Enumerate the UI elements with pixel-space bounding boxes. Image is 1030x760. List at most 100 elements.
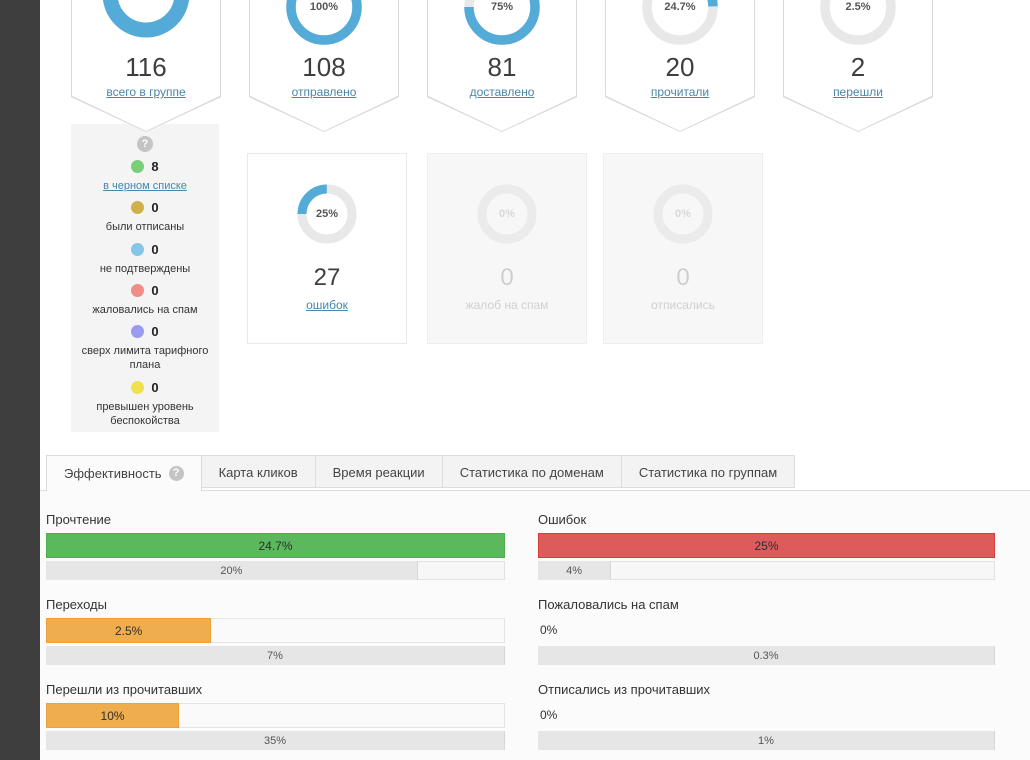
delivered-percent: 75%: [490, 1, 514, 13]
bar-group-spam: Пожаловались на спам 0% 0.3%: [538, 597, 995, 665]
effectiveness-right-column: Ошибок 25% 4% Пожаловались на спам 0% 0.…: [538, 491, 995, 750]
errors-count: 27: [313, 264, 341, 291]
over-limit-dot-icon: [131, 325, 145, 339]
blacklist-count: 8: [151, 159, 159, 174]
unsubscribed-percent: 0%: [675, 208, 691, 220]
spam-complaints-donut-chart: 0%: [476, 183, 538, 245]
spam-label: жаловались на спам: [92, 303, 198, 316]
stat-card-sent: 100% 108 отправлено: [249, 0, 399, 132]
unsub-of-read-bar-label: Отписались из прочитавших: [538, 682, 711, 697]
unsubscribed-label: были отписаны: [105, 221, 185, 234]
stat-card-delivered: 75% 81 доставлено: [427, 0, 577, 132]
total-link[interactable]: всего в группе: [106, 85, 186, 99]
tab-domain-stats[interactable]: Статистика по доменам: [442, 455, 622, 488]
legend-item-spam-complaints: 0 жаловались на спам: [71, 283, 219, 317]
bar-group-clicks: Переходы 2.5% 7%: [46, 597, 505, 665]
clicked-link[interactable]: перешли: [833, 85, 883, 99]
total-donut-chart: [102, 0, 190, 38]
spam-complaints-card: 0% 0 жалоб на спам: [427, 153, 587, 344]
clicked-count: 2: [850, 52, 866, 82]
tab-help-icon[interactable]: ?: [168, 466, 184, 481]
tab-effectiveness[interactable]: Эффективность ?: [46, 455, 202, 491]
donut-ring: [297, 184, 357, 244]
errors-bar-label: Ошибок: [538, 512, 587, 527]
unsubscribed-dot-icon: [131, 201, 145, 215]
tab-click-map[interactable]: Карта кликов: [201, 455, 316, 488]
clicked-percent: 2.5%: [845, 1, 871, 13]
read-percent: 24.7%: [664, 1, 696, 13]
total-count: 116: [125, 52, 167, 82]
legend-item-over-limit: 0 сверх лимита тарифного плана: [71, 324, 219, 373]
unconfirmed-label: не подтверждены: [99, 262, 191, 275]
over-limit-label: сверх лимита тарифного плана: [81, 345, 209, 372]
spam-complaints-percent: 0%: [499, 208, 515, 220]
errors-avg-fill: 4%: [538, 561, 612, 580]
read-count: 20: [665, 52, 695, 82]
sent-link[interactable]: отправлено: [291, 85, 357, 99]
donut-ring: [477, 184, 537, 244]
clicked-of-read-bar-label: Перешли из прочитавших: [46, 682, 203, 697]
tab-effectiveness-label: Эффективность: [64, 466, 162, 481]
unsubscribed-count: 0: [676, 264, 690, 291]
effectiveness-panel: Прочтение 24.7% 20% Переходы 2.5%: [40, 490, 1030, 760]
errors-link[interactable]: ошибок: [306, 298, 348, 312]
donut-ring: [464, 0, 540, 45]
over-limit-count: 0: [151, 324, 159, 340]
errors-bar-fill: 25%: [538, 533, 995, 558]
anxiety-count: 0: [151, 379, 159, 395]
delivered-link[interactable]: доставлено: [469, 85, 535, 99]
spam-complaints-count: 0: [500, 264, 514, 291]
read-bar-label: Прочтение: [46, 512, 111, 527]
donut-ring: [102, 0, 190, 38]
tab-reaction-time[interactable]: Время реакции: [315, 455, 443, 488]
legend-item-blacklist: 8 в черном списке: [71, 159, 219, 193]
errors-card: 25% 27 ошибок: [247, 153, 407, 344]
spam-bar-zero-value: 0%: [540, 623, 558, 637]
spam-bar-label: Пожаловались на спам: [538, 597, 679, 612]
legend-item-unconfirmed: 0 не подтверждены: [71, 242, 219, 276]
tab-group-stats[interactable]: Статистика по группам: [621, 455, 796, 488]
help-icon[interactable]: ?: [137, 136, 153, 152]
unsub-of-read-avg-fill: 1%: [538, 731, 995, 750]
bar-group-read: Прочтение 24.7% 20%: [46, 512, 505, 580]
bar-group-clicked-of-read: Перешли из прочитавших 10% 35%: [46, 682, 505, 750]
spam-dot-icon: [131, 283, 145, 297]
spam-avg-fill: 0.3%: [538, 646, 995, 665]
clicks-avg-fill: 7%: [46, 646, 505, 665]
unconfirmed-count: 0: [151, 241, 159, 257]
spam-count: 0: [151, 282, 159, 298]
stat-card-clicked: 2.5% 2 перешли: [783, 0, 933, 132]
legend-item-unsubscribed: 0 были отписаны: [71, 200, 219, 234]
clicked-of-read-bar-fill: 10%: [46, 703, 180, 728]
statistics-tabs: Эффективность ? Карта кликов Время реакц…: [46, 455, 796, 491]
read-link[interactable]: прочитали: [650, 85, 710, 99]
stat-card-read: 24.7% 20 прочитали: [605, 0, 755, 132]
read-donut-chart: 24.7%: [641, 0, 719, 46]
subscribers-breakdown-panel: ? 8 в черном списке 0 были отписаны 0 не…: [71, 124, 219, 432]
blacklist-dot-icon: [131, 160, 145, 173]
sent-percent: 100%: [309, 1, 339, 13]
donut-ring: [820, 0, 896, 45]
effectiveness-left-column: Прочтение 24.7% 20% Переходы 2.5%: [46, 491, 505, 750]
blacklist-link[interactable]: в черном списке: [103, 180, 187, 192]
read-bar-fill: 24.7%: [46, 533, 505, 558]
clicked-of-read-avg-fill: 35%: [46, 731, 505, 750]
legend-item-anxiety: 0 превышен уровень беспокойства: [71, 380, 219, 429]
unsub-of-read-zero-value: 0%: [540, 708, 558, 722]
donut-ring: [286, 0, 362, 45]
bar-group-errors: Ошибок 25% 4%: [538, 512, 995, 580]
unsubscribed-card: 0% 0 отписались: [603, 153, 763, 344]
read-avg-fill: 20%: [46, 561, 418, 580]
unsubscribed-donut-chart: 0%: [652, 183, 714, 245]
clicks-bar-fill: 2.5%: [46, 618, 212, 643]
app-sidebar: [0, 0, 40, 760]
delivered-donut-chart: 75%: [463, 0, 541, 46]
sent-donut-chart: 100%: [285, 0, 363, 46]
clicked-donut-chart: 2.5%: [819, 0, 897, 46]
unsubscribed-count: 0: [151, 200, 159, 216]
anxiety-label: превышен уровень беспокойства: [96, 400, 194, 428]
errors-donut-chart: 25%: [296, 183, 358, 245]
errors-percent: 25%: [315, 208, 339, 220]
bar-group-unsub-of-read: Отписались из прочитавших 0% 1%: [538, 682, 995, 750]
